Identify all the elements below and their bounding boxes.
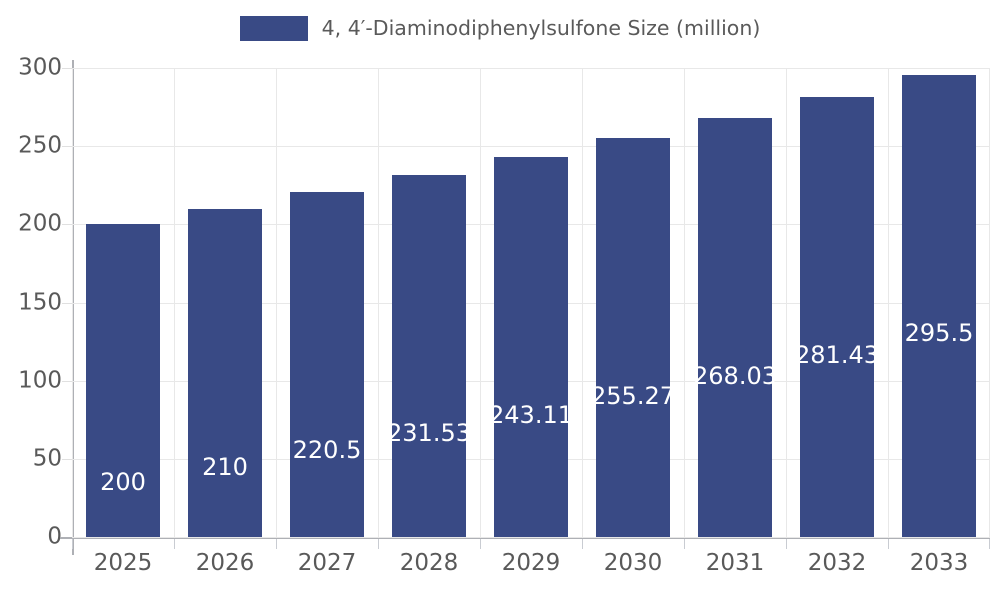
bar[interactable] bbox=[596, 137, 670, 537]
y-axis-tick-mark bbox=[62, 68, 72, 69]
gridline-horizontal bbox=[72, 68, 990, 69]
gridline-vertical bbox=[582, 68, 583, 537]
gridline-horizontal bbox=[72, 537, 990, 538]
bar[interactable] bbox=[698, 117, 772, 537]
gridline-vertical bbox=[888, 68, 889, 537]
x-axis-tick-labels: 2025 2026 2027 2028 2029 2030 2031 2032 2033 bbox=[72, 552, 990, 592]
gridline-vertical bbox=[174, 68, 175, 537]
x-axis-spine bbox=[60, 537, 990, 539]
gridline-vertical bbox=[786, 68, 787, 537]
plot-area: 200 210 220.5 231.53 243.11 255.27 268.03 281.4… bbox=[72, 68, 990, 538]
y-axis-tick-label: 150 bbox=[18, 289, 62, 315]
bar[interactable] bbox=[290, 192, 364, 537]
legend-item-label: 4, 4′-Diaminodiphenylsulfone Size (milli… bbox=[321, 15, 761, 40]
bar[interactable] bbox=[86, 224, 160, 537]
gridline-horizontal bbox=[72, 146, 990, 148]
x-axis-tick-mark bbox=[582, 539, 583, 549]
y-axis-tick-mark bbox=[62, 224, 72, 226]
y-axis-tick-labels: 0 50 100 150 200 250 300 bbox=[0, 0, 72, 600]
x-axis-tick-label: 2029 bbox=[501, 550, 561, 576]
bar[interactable] bbox=[902, 75, 976, 537]
x-axis-tick-label: 2033 bbox=[909, 550, 969, 576]
x-axis-tick-mark bbox=[989, 539, 990, 549]
y-axis-tick-label: 200 bbox=[18, 210, 62, 237]
x-axis-tick-mark bbox=[480, 539, 481, 549]
y-axis-tick-label: 100 bbox=[18, 367, 62, 394]
gridline-vertical bbox=[378, 68, 379, 537]
y-axis-tick-mark bbox=[62, 302, 72, 304]
y-axis-tick-label: 50 bbox=[32, 445, 62, 472]
x-axis-tick-label: 2028 bbox=[399, 550, 459, 576]
x-axis-tick-label: 2030 bbox=[603, 550, 663, 576]
y-axis-tick-mark bbox=[62, 458, 72, 460]
x-axis-tick-mark bbox=[786, 539, 787, 549]
gridline-vertical bbox=[684, 68, 685, 537]
x-axis-tick-label: 2026 bbox=[195, 550, 255, 576]
bar[interactable] bbox=[188, 208, 262, 537]
y-axis-tick-label: 0 bbox=[47, 523, 62, 550]
x-axis-tick-mark bbox=[276, 539, 277, 549]
bar[interactable] bbox=[800, 97, 874, 537]
gridline-vertical bbox=[989, 68, 990, 537]
y-axis-tick-mark bbox=[62, 380, 72, 382]
gridline-vertical bbox=[276, 68, 277, 537]
chart-legend: 4, 4′-Diaminodiphenylsulfone Size (milli… bbox=[0, 0, 1000, 56]
y-axis-tick-label: 250 bbox=[18, 132, 62, 159]
x-axis-tick-label: 2031 bbox=[705, 550, 765, 576]
x-axis-tick-mark bbox=[72, 539, 73, 549]
gridline-vertical bbox=[480, 68, 481, 537]
gridline-vertical bbox=[72, 68, 73, 537]
x-axis-tick-label: 2027 bbox=[297, 550, 357, 576]
y-axis-tick-mark bbox=[62, 146, 72, 148]
x-axis-tick-mark bbox=[888, 539, 889, 549]
bar[interactable] bbox=[494, 156, 568, 537]
x-axis-tick-mark bbox=[378, 539, 379, 549]
y-axis-spine bbox=[72, 60, 74, 555]
x-axis-tick-label: 2025 bbox=[93, 550, 153, 576]
x-axis-tick-mark bbox=[174, 539, 175, 549]
legend-swatch-icon bbox=[239, 15, 308, 41]
x-axis-tick-label: 2032 bbox=[807, 550, 867, 576]
x-axis-tick-mark bbox=[684, 539, 685, 549]
y-axis-tick-label: 300 bbox=[18, 54, 62, 81]
bar[interactable] bbox=[392, 175, 466, 537]
